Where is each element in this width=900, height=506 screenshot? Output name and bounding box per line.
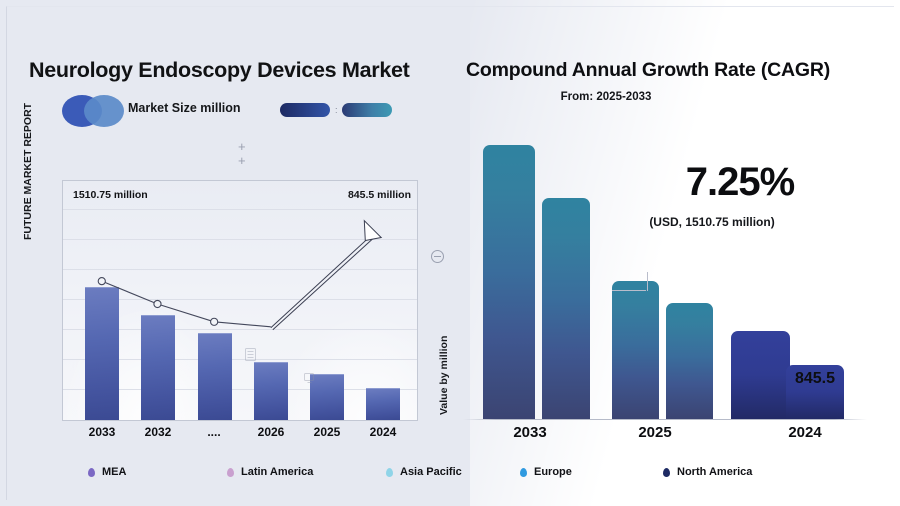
legend-label: North America bbox=[677, 466, 753, 478]
legend-label: Latin America bbox=[241, 466, 314, 478]
plus-icon: + bbox=[238, 153, 246, 168]
x-tick: 2024 bbox=[788, 424, 822, 441]
bar-2025 bbox=[310, 374, 344, 420]
value-label-right: 845.5 million bbox=[347, 189, 411, 201]
bar-2025-secondary bbox=[666, 303, 713, 419]
bar-2033-primary bbox=[483, 145, 535, 419]
bar-2032 bbox=[141, 315, 175, 420]
left-chart-x-axis: 2033 2032 .... 2026 2025 2024 bbox=[62, 425, 418, 445]
legend-label: Europe bbox=[534, 466, 572, 478]
bar-2033-secondary bbox=[542, 198, 590, 419]
legend-item-north-america[interactable]: North America bbox=[663, 466, 752, 478]
legend-pill-secondary bbox=[342, 103, 392, 117]
value-label-left: 1510.75 million bbox=[73, 189, 148, 201]
chart-background-blob bbox=[63, 247, 417, 420]
bar-2024 bbox=[366, 388, 400, 420]
legend-dot-icon bbox=[227, 467, 234, 477]
bar-value-label: 845.5 bbox=[794, 370, 836, 387]
bar-2033 bbox=[85, 287, 119, 420]
top-legend-label: Market Size million bbox=[128, 101, 241, 115]
legend-pills: : bbox=[280, 103, 392, 118]
x-tick: 2033 bbox=[513, 424, 547, 441]
legend-dot-icon bbox=[663, 467, 670, 477]
trend-line-and-arrow bbox=[97, 219, 383, 331]
legend-item-latin-america[interactable]: Latin America bbox=[227, 466, 313, 478]
legend-label: MEA bbox=[102, 466, 127, 478]
legend-dot-icon bbox=[520, 467, 527, 477]
right-axis-title: Value by million bbox=[438, 335, 450, 415]
legend-dot-icon bbox=[88, 467, 95, 477]
right-chart-baseline bbox=[463, 419, 867, 420]
top-legend: Market Size million : bbox=[62, 93, 392, 129]
right-bar-chart bbox=[455, 120, 875, 420]
x-tick: 2032 bbox=[144, 425, 172, 439]
bar-2024-primary bbox=[731, 331, 790, 419]
left-chart-bars bbox=[63, 181, 417, 420]
x-tick: 2024 bbox=[369, 425, 397, 439]
legend-label: Asia Pacific bbox=[400, 466, 462, 478]
venn-circle-secondary bbox=[84, 95, 124, 127]
left-bar-chart: 1510.75 million 845.5 million bbox=[62, 180, 418, 421]
right-panel-subtitle: From: 2025-2033 bbox=[560, 91, 652, 103]
region-legend: MEA Latin America Asia Pacific Europe No… bbox=[88, 466, 788, 486]
venn-circles-icon bbox=[62, 95, 124, 127]
x-tick: 2033 bbox=[88, 425, 116, 439]
plus-icon: + bbox=[238, 139, 246, 154]
minus-circle-icon bbox=[431, 250, 444, 263]
bar-2024-secondary bbox=[786, 365, 844, 419]
x-tick: 2025 bbox=[313, 425, 341, 439]
plus-decoration-marks: + + bbox=[238, 140, 246, 168]
legend-item-europe[interactable]: Europe bbox=[520, 466, 572, 478]
bar-2026 bbox=[254, 362, 288, 420]
left-panel-title: Neurology Endoscopy Devices Market bbox=[29, 58, 410, 82]
cagr-value: 7.25% bbox=[685, 160, 795, 204]
screen-icon bbox=[304, 373, 315, 384]
right-panel-title: Compound Annual Growth Rate (CAGR) bbox=[466, 59, 831, 81]
legend-pill-primary bbox=[280, 103, 330, 117]
chart-gridlines bbox=[63, 181, 417, 420]
cagr-note: (USD, 1510.75 million) bbox=[649, 215, 775, 229]
legend-dot-icon bbox=[386, 467, 393, 477]
x-tick: 2025 bbox=[638, 424, 672, 441]
document-icon bbox=[245, 348, 256, 361]
legend-item-asia-pacific[interactable]: Asia Pacific bbox=[386, 466, 462, 478]
left-axis-title: FUTURE MARKET REPORT bbox=[22, 102, 34, 240]
bracket-decoration-icon bbox=[612, 271, 648, 291]
right-chart-x-axis: 2033 2025 2024 bbox=[455, 424, 875, 446]
bar-2025-primary bbox=[612, 281, 659, 419]
legend-pill-separator: : bbox=[335, 105, 338, 115]
legend-item-mea[interactable]: MEA bbox=[88, 466, 126, 478]
x-tick: 2026 bbox=[257, 425, 285, 439]
bar-mid bbox=[198, 333, 232, 420]
x-tick: .... bbox=[207, 425, 221, 439]
